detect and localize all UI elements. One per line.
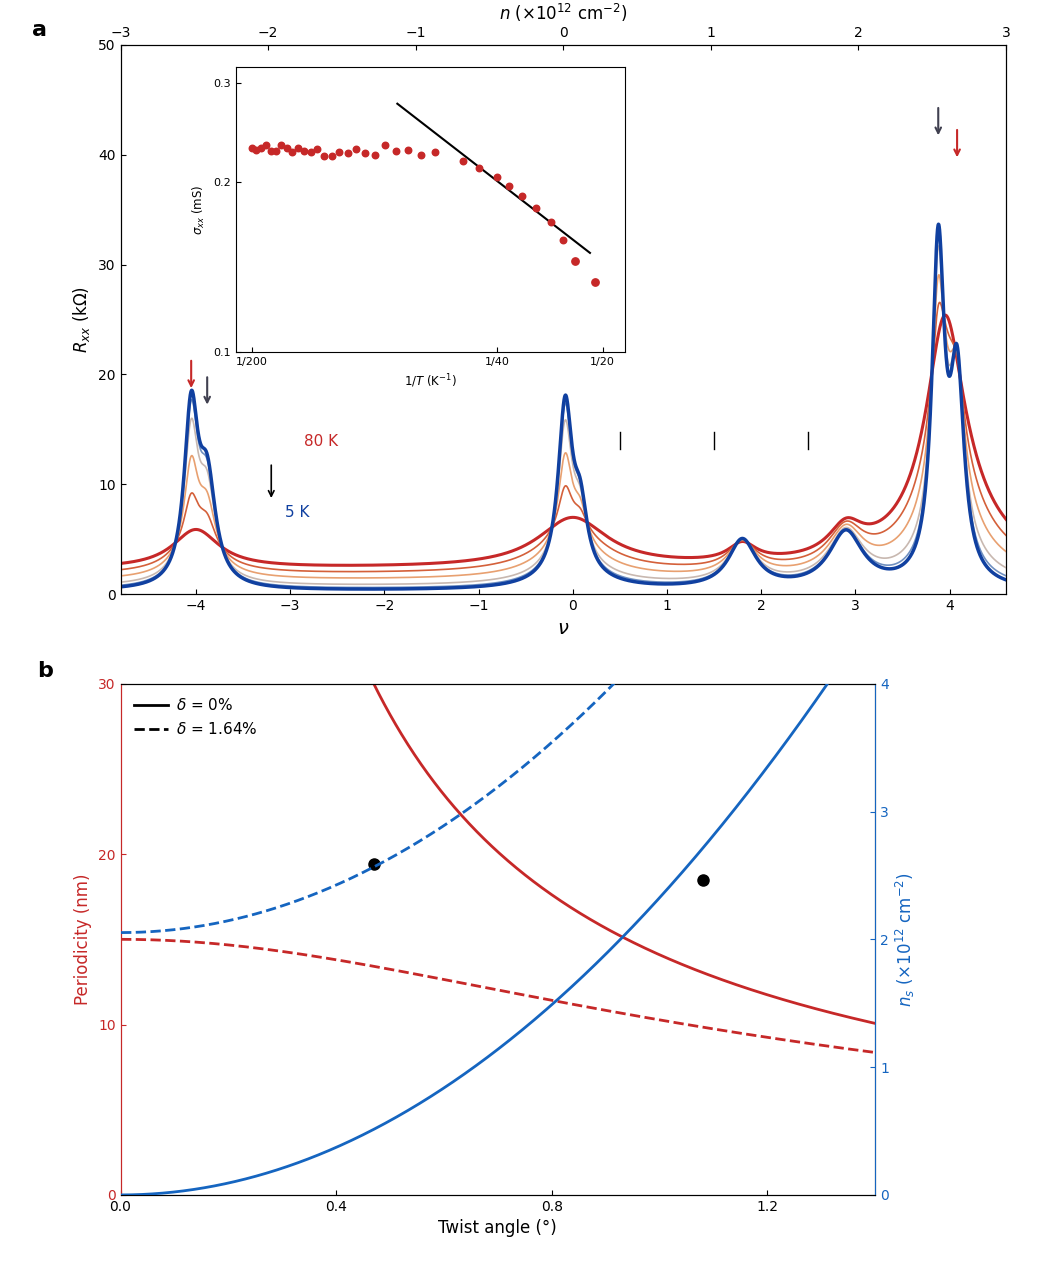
Y-axis label: Periodicity (nm): Periodicity (nm) [74,874,92,1005]
Y-axis label: $n_s$ ($\times$10$^{12}$ cm$^{-2}$): $n_s$ ($\times$10$^{12}$ cm$^{-2}$) [894,872,917,1007]
Text: b: b [38,661,53,681]
Text: 80 K: 80 K [304,435,339,449]
X-axis label: Twist angle (°): Twist angle (°) [438,1219,558,1237]
X-axis label: $n$ ($\times$10$^{12}$ cm$^{-2}$): $n$ ($\times$10$^{12}$ cm$^{-2}$) [499,3,628,24]
X-axis label: $\nu$: $\nu$ [558,619,569,638]
Text: 5 K: 5 K [285,505,310,520]
Text: a: a [32,20,47,40]
Y-axis label: $R_{xx}$ (k$\Omega$): $R_{xx}$ (k$\Omega$) [71,286,92,353]
Legend: $\delta$ = 0%, $\delta$ = 1.64%: $\delta$ = 0%, $\delta$ = 1.64% [128,691,263,744]
